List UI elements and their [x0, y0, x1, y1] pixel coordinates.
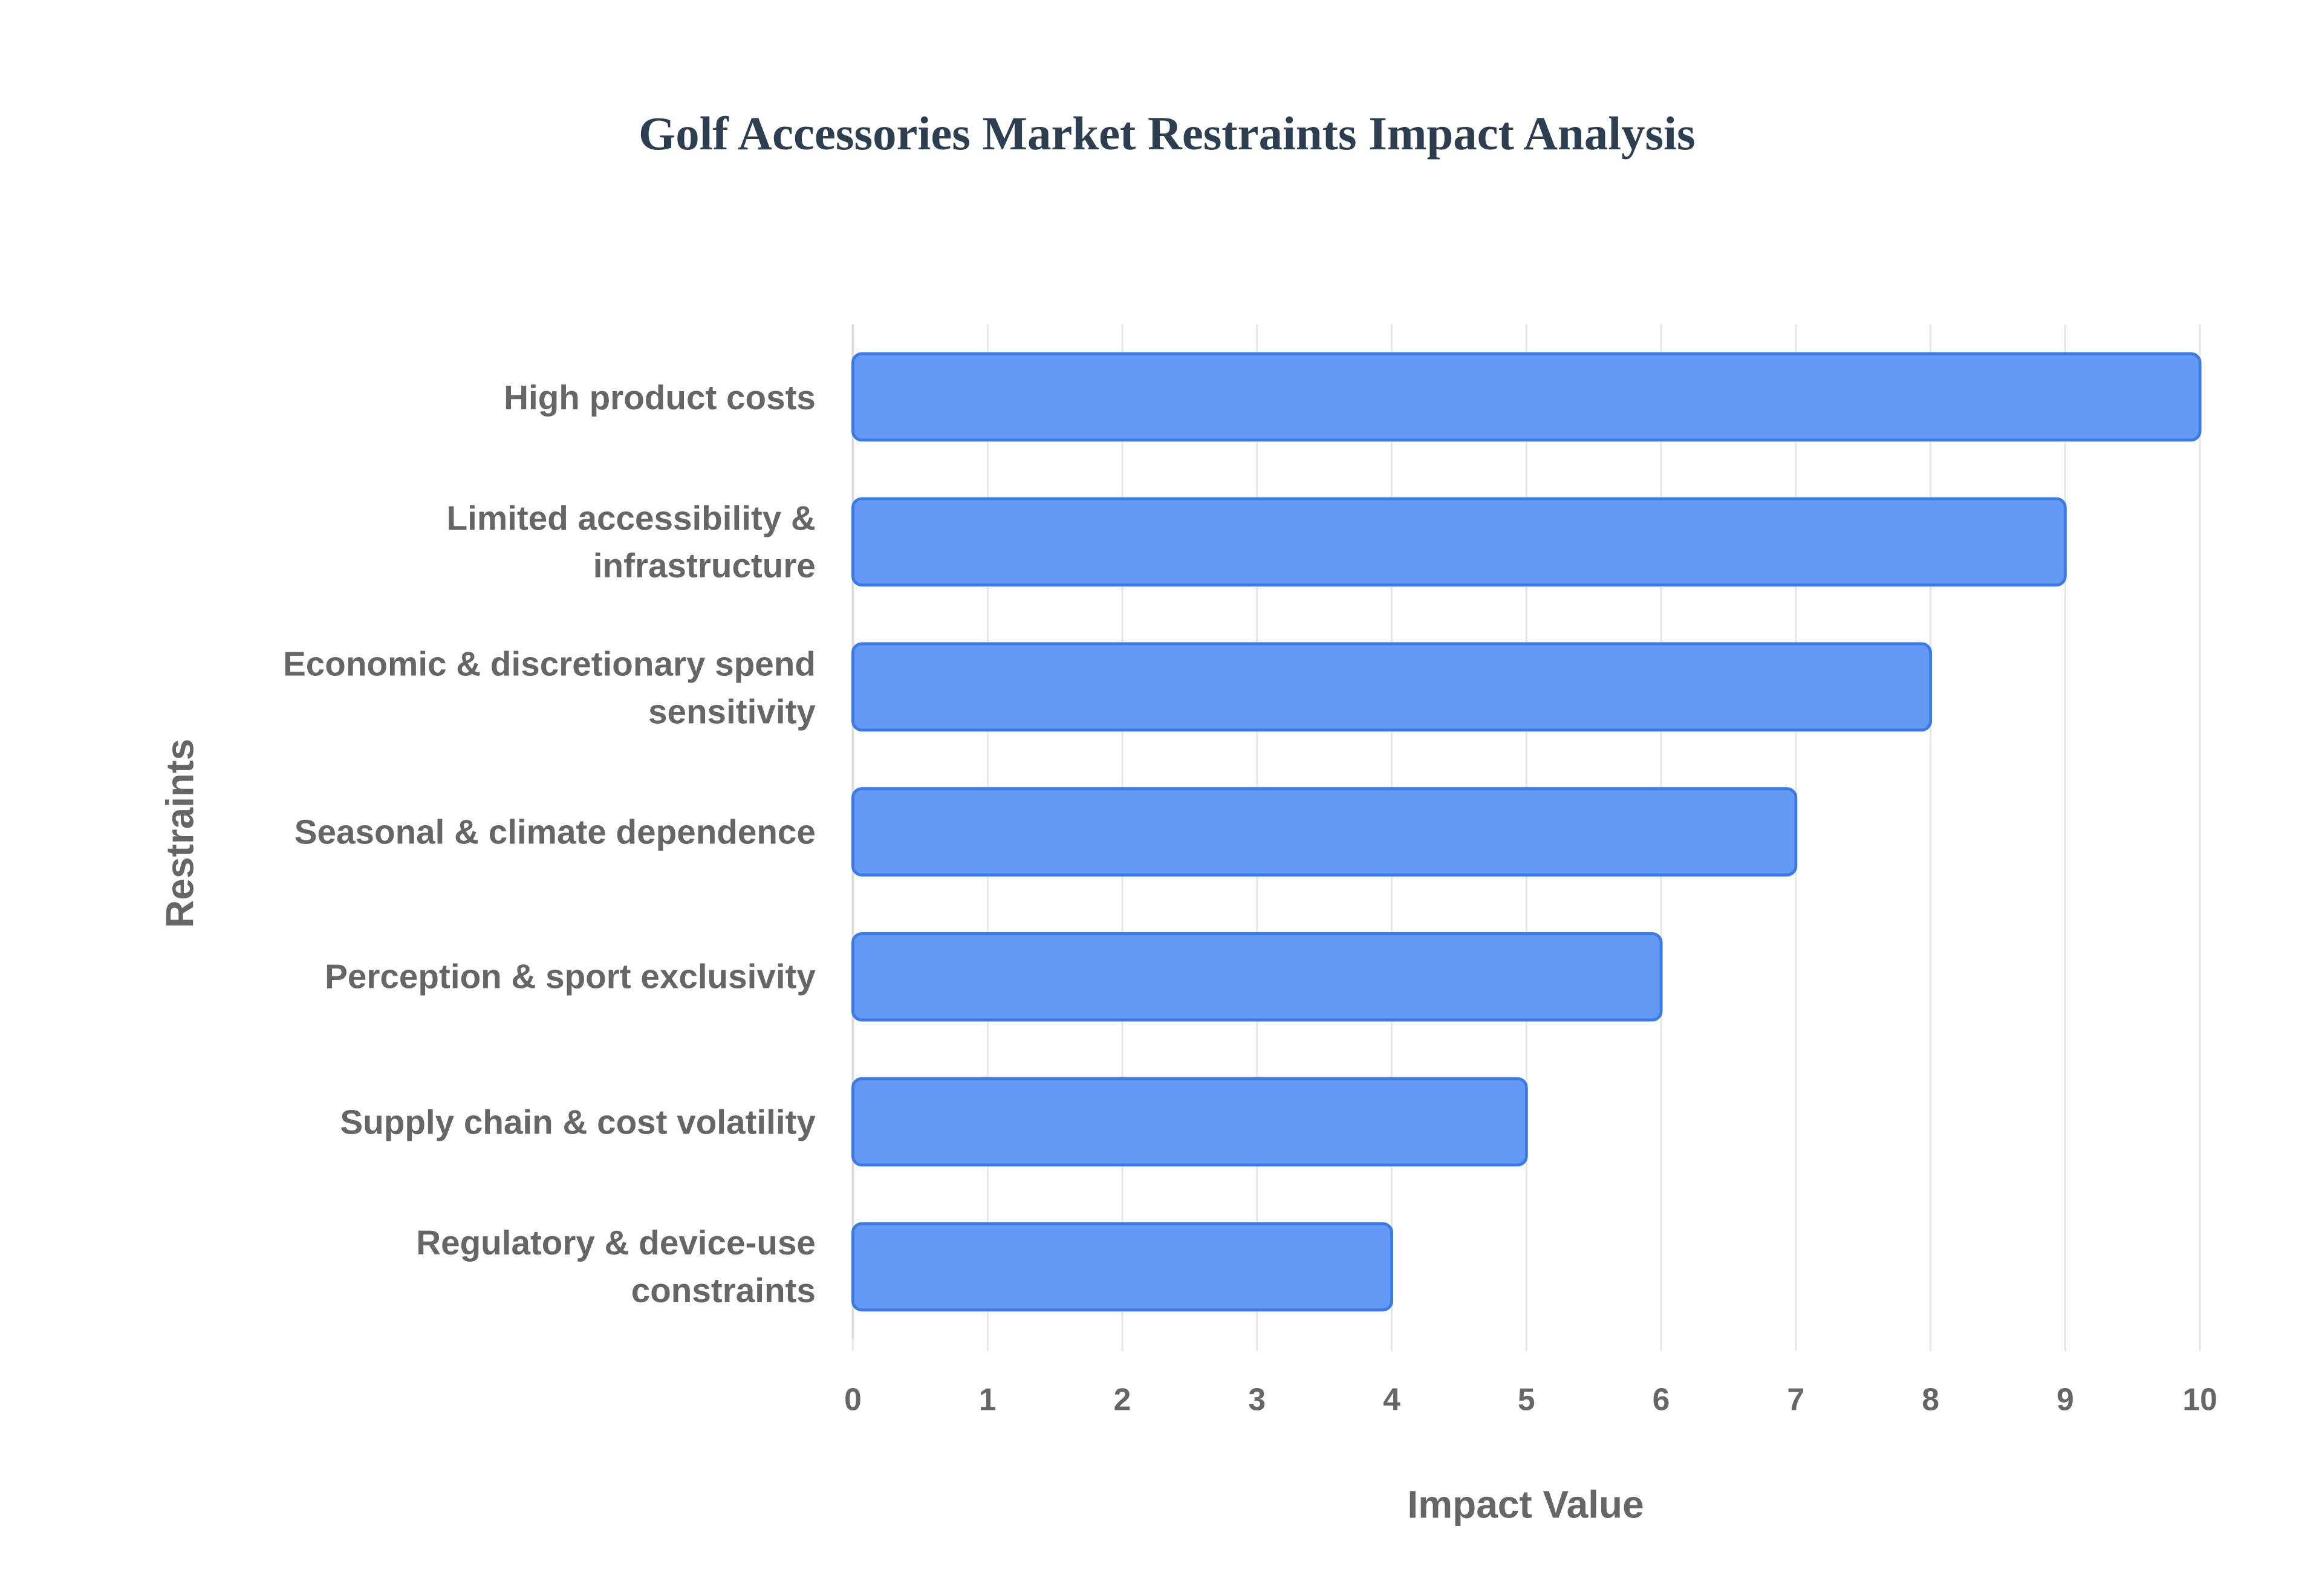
- category-label-box: Economic & discretionary spend sensitivi…: [283, 643, 816, 730]
- x-tick-label: 5: [1518, 1381, 1535, 1416]
- category-label-box: Perception & sport exclusivity: [325, 957, 816, 996]
- bar: [851, 352, 2202, 442]
- category-label-box: Seasonal & climate dependence: [294, 813, 816, 851]
- bar: [851, 1222, 1393, 1312]
- x-tick-label: 3: [1248, 1381, 1266, 1416]
- y-tick-label: Regulatory & device-use constraints: [416, 1224, 816, 1310]
- y-tick-label: Perception & sport exclusivity: [325, 957, 816, 996]
- category-label-box: Regulatory & device-use constraints: [416, 1224, 816, 1310]
- x-tick-label: 0: [844, 1381, 862, 1416]
- x-tick-label: 6: [1653, 1381, 1670, 1416]
- x-tick-label: 8: [1922, 1381, 1939, 1416]
- chart-title: Golf Accessories Market Restraints Impac…: [639, 108, 1696, 160]
- y-tick-label: Economic & discretionary spend sensitivi…: [283, 643, 816, 730]
- x-axis-title: Impact Value: [1407, 1482, 1644, 1526]
- y-tick-label: Seasonal & climate dependence: [294, 813, 816, 851]
- bar: [851, 787, 1798, 877]
- bar: [851, 1077, 1528, 1167]
- x-tick-label: 1: [979, 1381, 997, 1416]
- category-label-box: Limited accessibility & infrastructure: [446, 498, 816, 585]
- y-axis-title: Restraints: [158, 739, 202, 928]
- y-tick-label: Supply chain & cost volatility: [340, 1102, 816, 1141]
- bar: [851, 497, 2067, 587]
- y-tick-label: High product costs: [504, 377, 816, 417]
- x-tick-label: 2: [1114, 1381, 1131, 1416]
- x-tick-label: 10: [2182, 1381, 2217, 1416]
- bar: [851, 932, 1663, 1022]
- bar: [851, 642, 1933, 732]
- x-tick-label: 4: [1383, 1381, 1400, 1416]
- x-tick-label: 7: [1787, 1381, 1804, 1416]
- y-tick-label: Limited accessibility & infrastructure: [446, 498, 816, 585]
- category-label-box: Supply chain & cost volatility: [340, 1102, 816, 1141]
- x-tick-label: 9: [2057, 1381, 2074, 1416]
- category-label-box: High product costs: [504, 377, 816, 417]
